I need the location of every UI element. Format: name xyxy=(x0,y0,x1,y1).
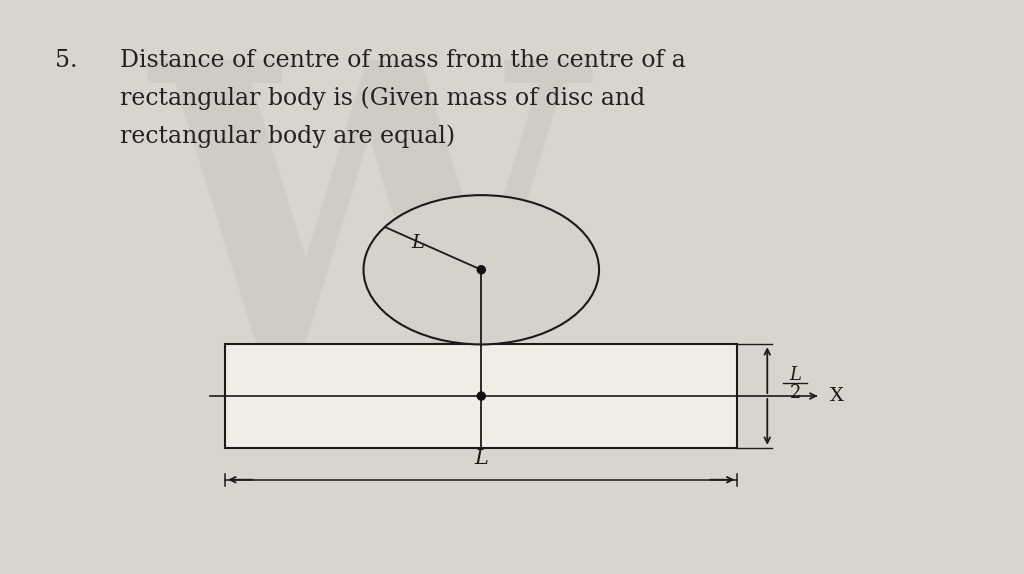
Ellipse shape xyxy=(364,195,599,344)
Bar xyxy=(225,344,737,448)
Text: L: L xyxy=(474,449,488,468)
Text: 2: 2 xyxy=(790,383,801,402)
Circle shape xyxy=(477,392,485,400)
Text: L: L xyxy=(790,366,801,383)
Text: rectangular body is (Given mass of disc and: rectangular body is (Given mass of disc … xyxy=(120,86,645,110)
Circle shape xyxy=(477,266,485,274)
Text: X: X xyxy=(830,387,844,405)
Text: Distance of centre of mass from the centre of a: Distance of centre of mass from the cent… xyxy=(120,49,686,72)
Text: W: W xyxy=(150,47,587,424)
Text: 5.: 5. xyxy=(55,49,78,72)
Text: rectangular body are equal): rectangular body are equal) xyxy=(120,124,455,148)
Text: L: L xyxy=(412,234,425,253)
